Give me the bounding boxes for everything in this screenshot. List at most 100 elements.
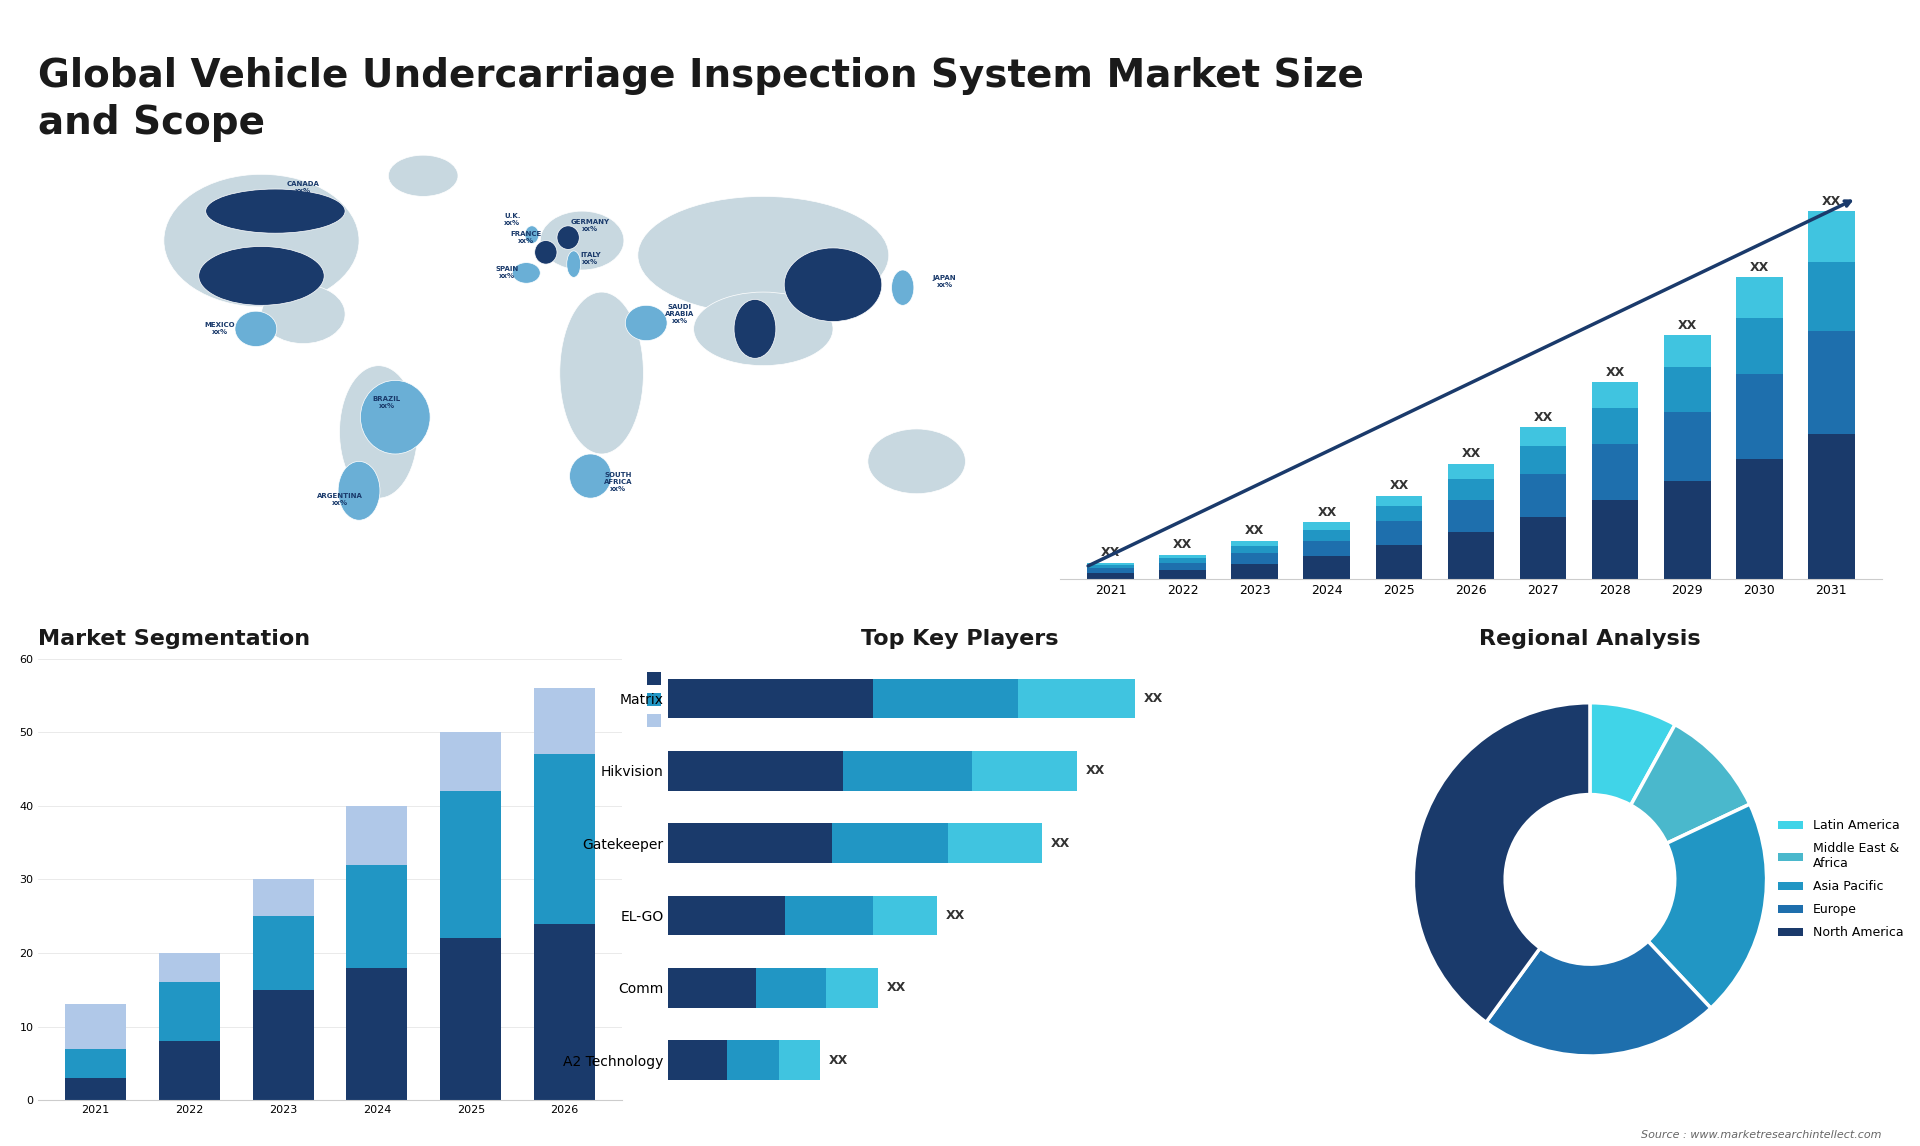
Bar: [1448, 464, 1494, 479]
Bar: [1665, 368, 1711, 413]
Bar: [948, 823, 1043, 863]
Ellipse shape: [557, 226, 580, 250]
Polygon shape: [1724, 44, 1789, 71]
Ellipse shape: [361, 380, 430, 454]
Bar: [346, 806, 407, 864]
Title: Top Key Players: Top Key Players: [862, 629, 1058, 649]
Text: XX: XX: [1678, 319, 1697, 332]
Bar: [1304, 523, 1350, 529]
Bar: [1448, 479, 1494, 500]
Ellipse shape: [733, 299, 776, 359]
Bar: [1304, 541, 1350, 556]
Bar: [1087, 563, 1135, 565]
Polygon shape: [1655, 44, 1724, 71]
Bar: [159, 1042, 219, 1100]
Bar: [534, 754, 595, 924]
Bar: [1592, 408, 1638, 445]
Legend: Type, Application, Geography: Type, Application, Geography: [639, 666, 756, 736]
Text: MARKET
RESEARCH
INTELLECT: MARKET RESEARCH INTELLECT: [1743, 74, 1797, 109]
Ellipse shape: [234, 312, 276, 346]
Bar: [65, 1005, 127, 1049]
Text: GERMANY
xx%: GERMANY xx%: [570, 219, 611, 233]
Bar: [1448, 500, 1494, 532]
Bar: [826, 968, 877, 1007]
Bar: [668, 823, 831, 863]
Bar: [1665, 480, 1711, 579]
Bar: [756, 968, 826, 1007]
Ellipse shape: [198, 246, 324, 305]
Text: XX: XX: [1050, 837, 1069, 849]
Text: U.K.
xx%: U.K. xx%: [505, 213, 520, 227]
Ellipse shape: [513, 262, 540, 283]
Bar: [253, 879, 313, 916]
Text: ITALY
xx%: ITALY xx%: [580, 252, 601, 265]
Bar: [1809, 262, 1855, 331]
Bar: [1592, 500, 1638, 579]
Text: Market Segmentation: Market Segmentation: [38, 629, 311, 649]
Text: CANADA
xx%: CANADA xx%: [286, 181, 321, 194]
Text: XX: XX: [1173, 539, 1192, 551]
Text: XX: XX: [1749, 261, 1768, 274]
Bar: [1809, 211, 1855, 262]
Ellipse shape: [868, 429, 966, 494]
Ellipse shape: [388, 155, 459, 196]
Bar: [1231, 541, 1279, 545]
Text: Source : www.marketresearchintellect.com: Source : www.marketresearchintellect.com: [1642, 1130, 1882, 1140]
Bar: [1736, 277, 1782, 319]
Bar: [1519, 474, 1567, 517]
Bar: [872, 678, 1018, 719]
Bar: [1448, 532, 1494, 579]
Text: SAUDI
ARABIA
xx%: SAUDI ARABIA xx%: [664, 304, 695, 324]
Text: SOUTH
AFRICA
xx%: SOUTH AFRICA xx%: [605, 472, 632, 492]
Bar: [1160, 564, 1206, 570]
Ellipse shape: [534, 241, 557, 264]
Bar: [1665, 413, 1711, 480]
Bar: [1809, 331, 1855, 433]
Ellipse shape: [626, 305, 666, 340]
Bar: [440, 939, 501, 1100]
Bar: [1375, 521, 1423, 544]
Bar: [668, 678, 872, 719]
Bar: [1736, 319, 1782, 374]
Bar: [668, 896, 785, 935]
Bar: [1665, 335, 1711, 368]
Text: XX: XX: [1461, 447, 1480, 461]
Title: Regional Analysis: Regional Analysis: [1478, 629, 1701, 649]
Text: BRAZIL
xx%: BRAZIL xx%: [372, 397, 401, 409]
Text: FRANCE
xx%: FRANCE xx%: [511, 231, 541, 244]
Ellipse shape: [570, 454, 611, 499]
Bar: [1736, 374, 1782, 460]
Bar: [65, 1078, 127, 1100]
Text: XX: XX: [1085, 764, 1104, 777]
Text: XX: XX: [945, 909, 964, 923]
Ellipse shape: [524, 226, 540, 243]
Bar: [785, 896, 872, 935]
Ellipse shape: [891, 270, 914, 305]
Wedge shape: [1630, 724, 1749, 843]
Ellipse shape: [561, 292, 643, 454]
Ellipse shape: [205, 189, 346, 233]
Wedge shape: [1413, 702, 1590, 1022]
Bar: [843, 751, 972, 791]
Bar: [346, 864, 407, 967]
Bar: [872, 896, 937, 935]
Text: XX: XX: [1102, 547, 1121, 559]
Bar: [1592, 383, 1638, 408]
Bar: [1375, 544, 1423, 579]
Text: JAPAN
xx%: JAPAN xx%: [933, 275, 956, 289]
Wedge shape: [1590, 702, 1674, 806]
Bar: [65, 1049, 127, 1078]
Bar: [534, 688, 595, 754]
Wedge shape: [1647, 804, 1766, 1008]
Bar: [534, 924, 595, 1100]
Bar: [668, 751, 843, 791]
Bar: [1809, 433, 1855, 579]
Bar: [668, 1041, 726, 1080]
Bar: [159, 953, 219, 982]
Bar: [1087, 573, 1135, 579]
Text: XX: XX: [1534, 410, 1553, 424]
Bar: [1304, 529, 1350, 541]
Bar: [726, 1041, 780, 1080]
Text: SPAIN
xx%: SPAIN xx%: [495, 266, 518, 280]
Bar: [831, 823, 948, 863]
